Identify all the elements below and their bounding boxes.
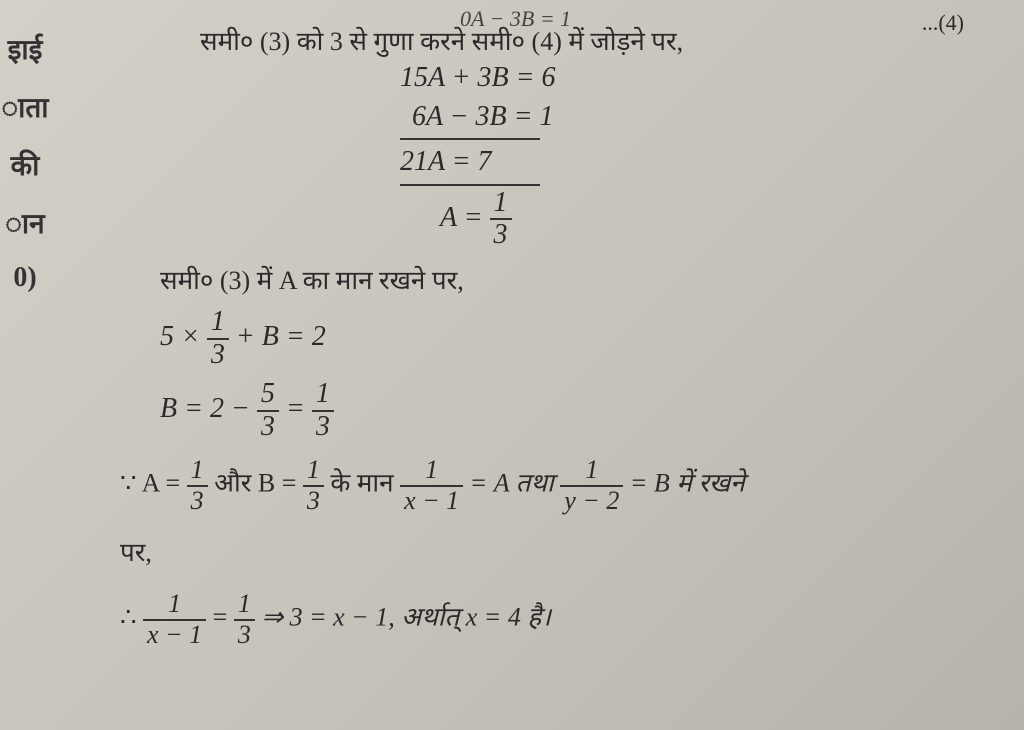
step-2: B = 2 − 5 3 = 1 3 <box>160 379 984 443</box>
instruction-line-1: समी० (3) को 3 से गुणा करने समी० (4) में … <box>200 22 984 58</box>
step1-frac: 1 3 <box>207 307 229 371</box>
step2-frac1: 5 3 <box>257 379 279 443</box>
addition-bar-bottom <box>400 184 540 186</box>
sub-fracX: 1 x − 1 <box>400 456 463 515</box>
sub-fracY-den: y − 2 <box>560 487 623 516</box>
equation-ref-4: ...(4) <box>922 10 964 36</box>
sub-fracX-num: 1 <box>400 456 463 487</box>
sub-fracA-num: 1 <box>187 456 208 487</box>
sub-fracA: 1 3 <box>187 456 208 515</box>
substitute-a-line: समी० (3) में A का मान रखने पर, <box>160 261 984 297</box>
addition-bar-top <box>400 138 540 140</box>
sub-fracX-den: x − 1 <box>400 487 463 516</box>
step2-frac2: 1 3 <box>312 379 334 443</box>
sub-mid1: और B = <box>214 469 303 498</box>
equation-2: 6A − 3B = 1 <box>412 97 984 136</box>
step2-mid: = <box>286 393 312 424</box>
margin-text-3: की <box>11 146 40 184</box>
final-mid1: = <box>213 603 234 632</box>
final-line: ∴ 1 x − 1 = 1 3 ⇒ 3 = x − 1, अर्थात् x =… <box>120 590 984 649</box>
partial-top-equation: 0A − 3B = 1 <box>460 6 571 32</box>
sub-mid3: = A तथा <box>470 469 561 498</box>
step2-frac1-den: 3 <box>257 412 279 443</box>
sub-mid2: के मान <box>330 469 400 498</box>
final-frac2-num: 1 <box>234 590 255 621</box>
final-frac2: 1 3 <box>234 590 255 649</box>
final-frac1: 1 x − 1 <box>143 590 206 649</box>
substitution-line: ∵ A = 1 3 और B = 1 3 के मान 1 x − 1 = A … <box>120 456 984 515</box>
margin-text-5: 0) <box>13 262 36 294</box>
margin-text-1: इाई <box>8 30 43 68</box>
sub-suffix: = B में रखने <box>630 469 745 498</box>
step1-suffix: + B = 2 <box>236 321 326 352</box>
left-margin-cutoff: इाई ाता की ान 0) <box>0 0 50 730</box>
final-frac2-den: 3 <box>234 621 255 650</box>
step1-den: 3 <box>207 340 229 371</box>
a-result-den: 3 <box>490 220 512 251</box>
step2-frac2-den: 3 <box>312 412 334 443</box>
step1-num: 1 <box>207 307 229 340</box>
a-result-lhs: A = <box>440 202 490 233</box>
a-result: A = 1 3 <box>440 188 984 252</box>
step2-frac1-num: 5 <box>257 379 279 412</box>
step1-prefix: 5 × <box>160 321 207 352</box>
textbook-page: इाई ाता की ान 0) 0A − 3B = 1 ...(4) समी०… <box>0 0 1024 730</box>
final-frac1-den: x − 1 <box>143 621 206 650</box>
final-frac1-num: 1 <box>143 590 206 621</box>
final-mid2: ⇒ 3 = x − 1, अर्थात् x = 4 है। <box>261 603 551 632</box>
sub-fracB-num: 1 <box>303 456 324 487</box>
par-line: पर, <box>120 530 984 577</box>
step-1: 5 × 1 3 + B = 2 <box>160 307 984 371</box>
margin-text-2: ाता <box>1 88 48 126</box>
margin-text-4: ान <box>5 204 44 242</box>
sub-fracY: 1 y − 2 <box>560 456 623 515</box>
equation-sum: 21A = 7 <box>400 142 984 181</box>
equation-1: 15A + 3B = 6 <box>400 58 984 97</box>
step2-prefix: B = 2 − <box>160 393 257 424</box>
step2-frac2-num: 1 <box>312 379 334 412</box>
sub-fracB: 1 3 <box>303 456 324 515</box>
sub-fracB-den: 3 <box>303 487 324 516</box>
final-prefix: ∴ <box>120 603 143 632</box>
sub-prefix: ∵ A = <box>120 469 187 498</box>
a-result-frac: 1 3 <box>490 188 512 252</box>
sub-fracY-num: 1 <box>560 456 623 487</box>
sub-fracA-den: 3 <box>187 487 208 516</box>
a-result-num: 1 <box>490 188 512 221</box>
